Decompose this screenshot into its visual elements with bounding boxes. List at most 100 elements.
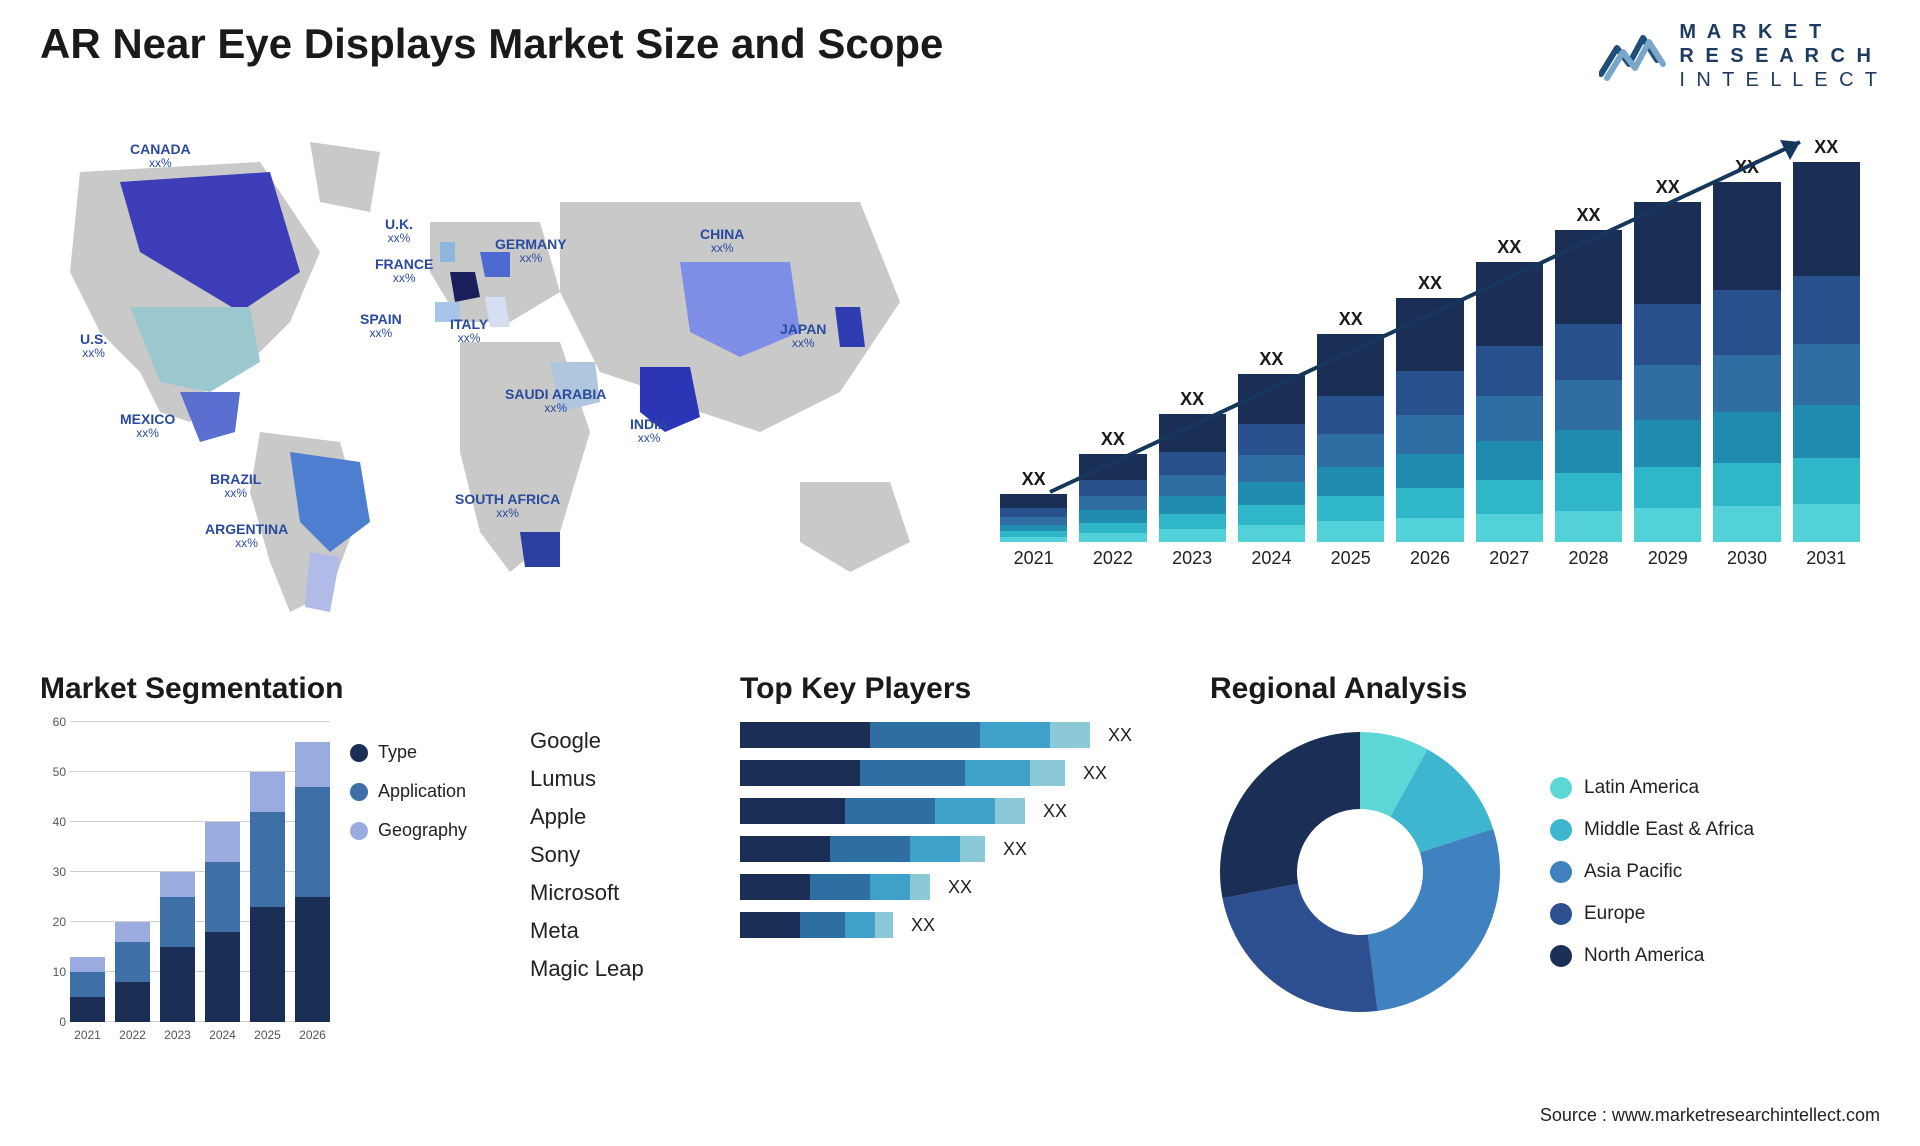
bar-value-label: XX [1101, 429, 1125, 450]
seg-bar [205, 822, 240, 1022]
main-bar: XX [1000, 469, 1067, 542]
seg-x-label: 2024 [205, 1028, 240, 1042]
bar-value-label: XX [1418, 273, 1442, 294]
seg-bar [295, 742, 330, 1022]
map-label: ARGENTINAxx% [205, 522, 288, 551]
key-player-bar: XX [740, 912, 1180, 938]
main-bar: XX [1079, 429, 1146, 542]
key-bar-value: XX [1108, 725, 1132, 746]
bar-value-label: XX [1735, 157, 1759, 178]
map-label: CANADAxx% [130, 142, 191, 171]
key-player-bar: XX [740, 874, 1180, 900]
page-title: AR Near Eye Displays Market Size and Sco… [40, 20, 943, 68]
seg-x-label: 2021 [70, 1028, 105, 1042]
key-player-bar: XX [740, 722, 1180, 748]
main-bar: XX [1793, 137, 1860, 542]
main-bar: XX [1396, 273, 1463, 542]
key-player-bar: XX [740, 798, 1180, 824]
main-bar: XX [1713, 157, 1780, 542]
logo-line1: M A R K E T [1679, 20, 1880, 44]
segmentation-legend: Type Application Geography [350, 722, 500, 1092]
x-axis-label: 2029 [1634, 548, 1701, 569]
map-label: GERMANYxx% [495, 237, 567, 266]
legend-item: Geography [350, 820, 500, 841]
map-label: ITALYxx% [450, 317, 488, 346]
legend-item: Middle East & Africa [1550, 819, 1754, 841]
key-players-chart: XXXXXXXXXXXX [740, 722, 1180, 938]
seg-x-label: 2022 [115, 1028, 150, 1042]
regional-panel: Regional Analysis Latin America Middle Ea… [1210, 672, 1880, 1092]
main-bar: XX [1238, 349, 1305, 542]
main-bar-chart: XX XX XX XX XX XX XX XX XX XX XX [1000, 122, 1860, 542]
map-label: SOUTH AFRICAxx% [455, 492, 560, 521]
map-label: BRAZILxx% [210, 472, 261, 501]
key-player-bar: XX [740, 760, 1180, 786]
map-label: INDIAxx% [630, 417, 668, 446]
key-bar-value: XX [1083, 763, 1107, 784]
main-bar: XX [1476, 237, 1543, 542]
x-axis-label: 2028 [1555, 548, 1622, 569]
map-label: JAPANxx% [780, 322, 826, 351]
player-name: Google [530, 728, 710, 754]
key-bar-value: XX [911, 915, 935, 936]
x-axis-label: 2031 [1793, 548, 1860, 569]
key-bar-value: XX [1003, 839, 1027, 860]
bar-value-label: XX [1814, 137, 1838, 158]
map-label: U.K.xx% [385, 217, 413, 246]
player-name: Lumus [530, 766, 710, 792]
x-axis-label: 2023 [1159, 548, 1226, 569]
seg-x-label: 2025 [250, 1028, 285, 1042]
legend-item: Europe [1550, 903, 1754, 925]
bar-value-label: XX [1576, 205, 1600, 226]
main-bar: XX [1634, 177, 1701, 542]
main-bar-chart-panel: XXXXXXXXXXXXXXXXXXXXXX 20212022202320242… [980, 112, 1880, 632]
legend-item: Application [350, 781, 500, 802]
x-axis-label: 2021 [1000, 548, 1067, 569]
source-attribution: Source : www.marketresearchintellect.com [1540, 1105, 1880, 1126]
bar-value-label: XX [1656, 177, 1680, 198]
legend-item: Type [350, 742, 500, 763]
bar-value-label: XX [1259, 349, 1283, 370]
seg-x-label: 2023 [160, 1028, 195, 1042]
bottom-row: Market Segmentation 0102030405060 202120… [40, 672, 1880, 1092]
seg-bar [115, 922, 150, 1022]
map-label: FRANCExx% [375, 257, 433, 286]
x-axis-label: 2022 [1079, 548, 1146, 569]
x-axis-label: 2026 [1396, 548, 1463, 569]
key-bar-value: XX [1043, 801, 1067, 822]
segmentation-panel: Market Segmentation 0102030405060 202120… [40, 672, 500, 1092]
map-label: SPAINxx% [360, 312, 402, 341]
players-list: GoogleLumusAppleSonyMicrosoftMetaMagic L… [530, 672, 710, 1092]
bar-value-label: XX [1180, 389, 1204, 410]
key-players-panel: Top Key Players XXXXXXXXXXXX [740, 672, 1180, 1092]
logo-line3: I N T E L L E C T [1679, 68, 1880, 92]
map-label: MEXICOxx% [120, 412, 175, 441]
main-bar: XX [1159, 389, 1226, 542]
legend-item: Asia Pacific [1550, 861, 1754, 883]
map-label: CHINAxx% [700, 227, 744, 256]
main-bar: XX [1317, 309, 1384, 542]
seg-bar [160, 872, 195, 1022]
player-name: Apple [530, 804, 710, 830]
regional-donut-chart [1210, 722, 1510, 1022]
map-label: U.S.xx% [80, 332, 107, 361]
player-name: Sony [530, 842, 710, 868]
legend-item: Latin America [1550, 777, 1754, 799]
top-row: CANADAxx% U.S.xx% MEXICOxx% BRAZILxx% ARGENT… [40, 112, 1880, 632]
x-axis-label: 2030 [1713, 548, 1780, 569]
key-bar-value: XX [948, 877, 972, 898]
brand-logo: M A R K E T R E S E A R C H I N T E L L … [1599, 20, 1880, 92]
logo-line2: R E S E A R C H [1679, 44, 1880, 68]
x-axis-label: 2025 [1317, 548, 1384, 569]
regional-title: Regional Analysis [1210, 672, 1880, 706]
legend-item: North America [1550, 945, 1754, 967]
bar-value-label: XX [1497, 237, 1521, 258]
main-bar: XX [1555, 205, 1622, 542]
bar-value-label: XX [1022, 469, 1046, 490]
seg-bar [70, 957, 105, 1022]
seg-x-label: 2026 [295, 1028, 330, 1042]
bar-value-label: XX [1339, 309, 1363, 330]
seg-bar [250, 772, 285, 1022]
segmentation-chart: 0102030405060 202120222023202420252026 [40, 722, 330, 1042]
regional-legend: Latin America Middle East & Africa Asia Pa… [1550, 777, 1754, 967]
